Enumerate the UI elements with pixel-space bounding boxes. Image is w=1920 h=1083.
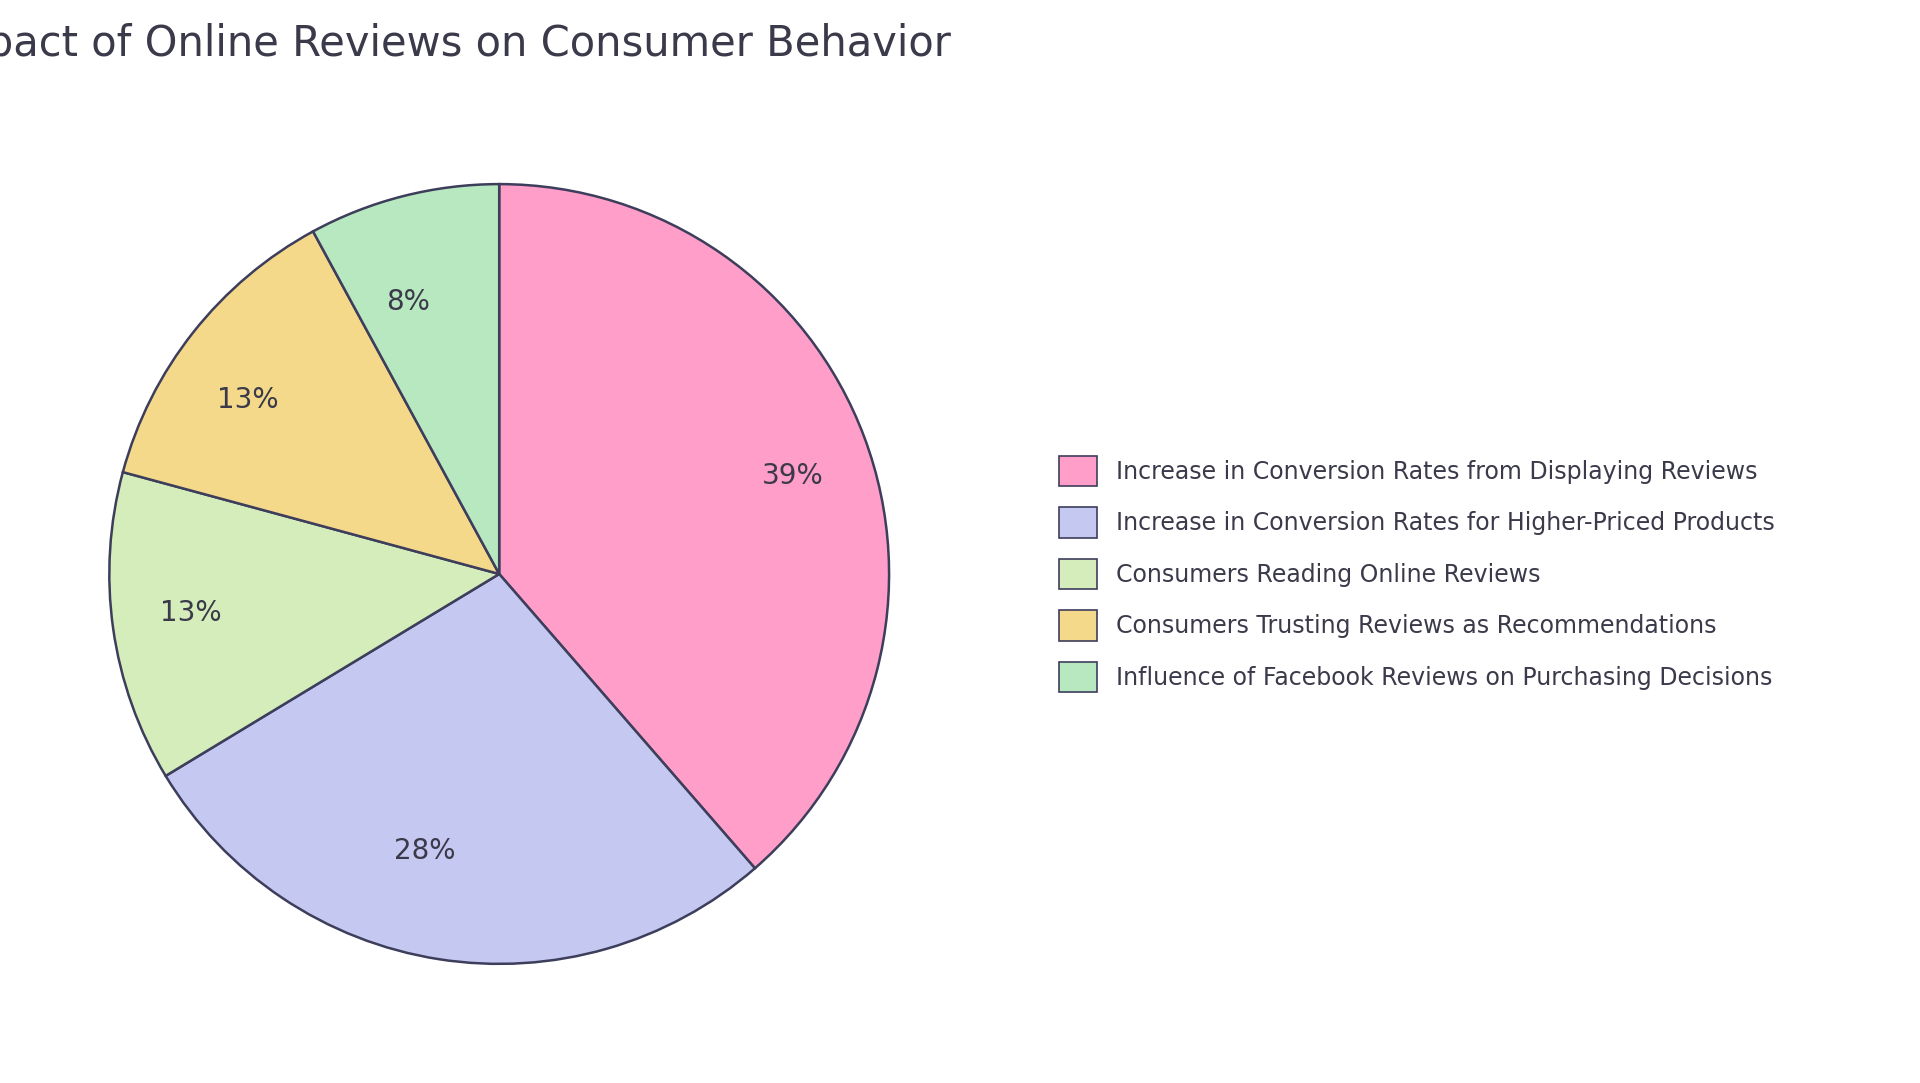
Text: 39%: 39%	[762, 461, 824, 490]
Legend: Increase in Conversion Rates from Displaying Reviews, Increase in Conversion Rat: Increase in Conversion Rates from Displa…	[1046, 444, 1786, 704]
Wedge shape	[109, 472, 499, 775]
Wedge shape	[165, 574, 755, 964]
Wedge shape	[313, 184, 499, 574]
Text: 28%: 28%	[394, 837, 455, 865]
Text: 13%: 13%	[159, 599, 221, 627]
Text: 8%: 8%	[386, 288, 430, 316]
Wedge shape	[499, 184, 889, 869]
Text: Impact of Online Reviews on Consumer Behavior: Impact of Online Reviews on Consumer Beh…	[0, 23, 950, 65]
Wedge shape	[123, 232, 499, 574]
Text: 13%: 13%	[217, 386, 278, 414]
